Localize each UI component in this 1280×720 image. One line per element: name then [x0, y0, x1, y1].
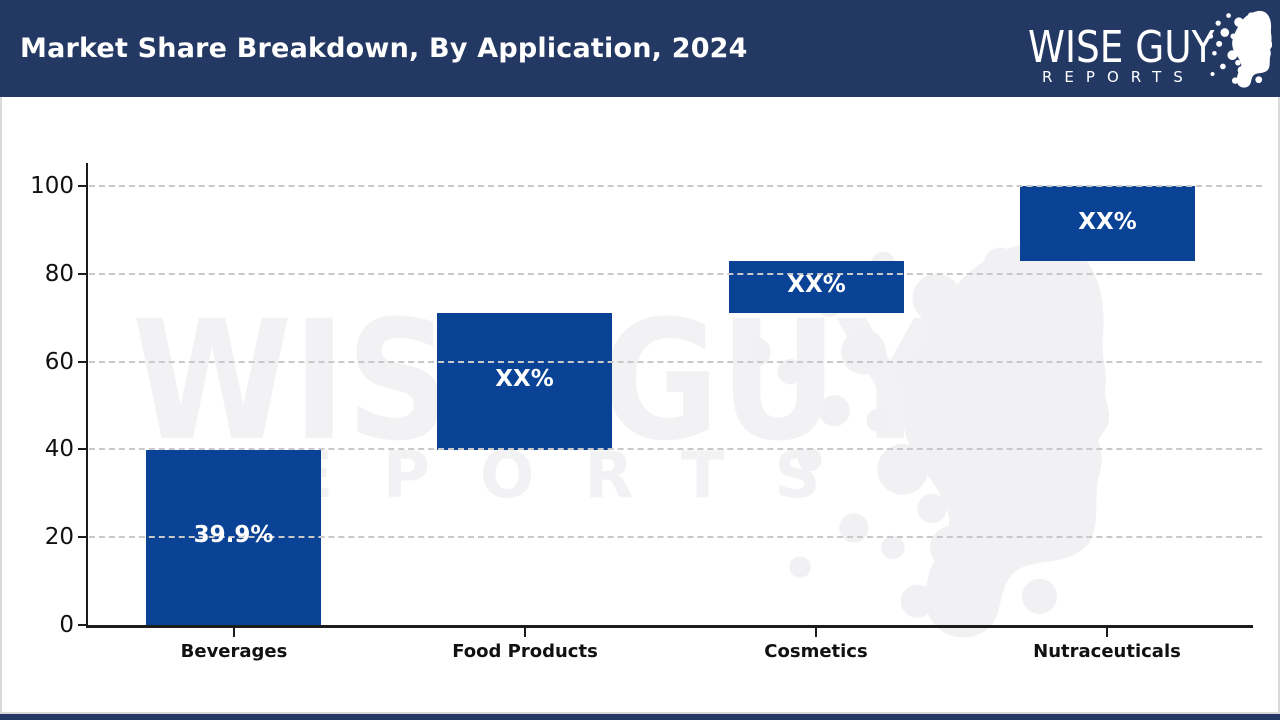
gridline-60 — [89, 360, 1262, 363]
bar-food-products — [437, 313, 612, 450]
gridline-40 — [89, 448, 1262, 451]
wiseguy-logo: WISE GUY REPORTS — [1020, 6, 1272, 92]
x-tick-food-products — [524, 628, 526, 637]
bar-label-cosmetics: XX% — [787, 272, 846, 298]
x-tick-label-food-products: Food Products — [452, 641, 598, 662]
x-tick-label-beverages: Beverages — [180, 641, 288, 662]
wiseguy-face-icon — [1208, 10, 1272, 88]
footer-bar — [0, 712, 1280, 720]
y-tick-label-0: 0 — [59, 612, 74, 638]
gridline-100 — [89, 185, 1262, 187]
x-tick-beverages — [233, 628, 235, 637]
y-tick-0 — [78, 624, 87, 626]
x-axis-spine — [86, 625, 1253, 628]
y-tick-60 — [78, 360, 87, 363]
bar-label-nutraceuticals: XX% — [1078, 209, 1137, 235]
y-axis-spine — [86, 163, 88, 628]
y-tick-label-80: 80 — [44, 260, 74, 287]
x-tick-label-cosmetics: Cosmetics — [764, 641, 868, 662]
header-bar: Market Share Breakdown, By Application, … — [0, 0, 1280, 97]
gridline-80 — [89, 272, 1262, 275]
y-tick-80 — [78, 272, 87, 275]
x-tick-cosmetics — [815, 628, 817, 637]
chart-title: Market Share Breakdown, By Application, … — [20, 33, 748, 64]
y-tick-20 — [78, 536, 87, 539]
y-tick-label-100: 100 — [30, 173, 74, 199]
y-tick-label-60: 60 — [44, 348, 74, 375]
y-tick-100 — [78, 185, 87, 187]
bar-label-food-products: XX% — [495, 366, 554, 392]
x-tick-label-nutraceuticals: Nutraceuticals — [1033, 641, 1181, 662]
x-tick-nutraceuticals — [1106, 628, 1108, 637]
logo-brand-text: WISE GUY — [1028, 22, 1215, 73]
y-tick-40 — [78, 448, 87, 451]
bar-label-beverages: 39.9% — [193, 522, 274, 548]
gridline-20 — [89, 536, 1262, 539]
y-tick-label-20: 20 — [44, 524, 74, 551]
y-tick-label-40: 40 — [44, 436, 74, 463]
logo-tagline-text: REPORTS — [1042, 68, 1195, 86]
